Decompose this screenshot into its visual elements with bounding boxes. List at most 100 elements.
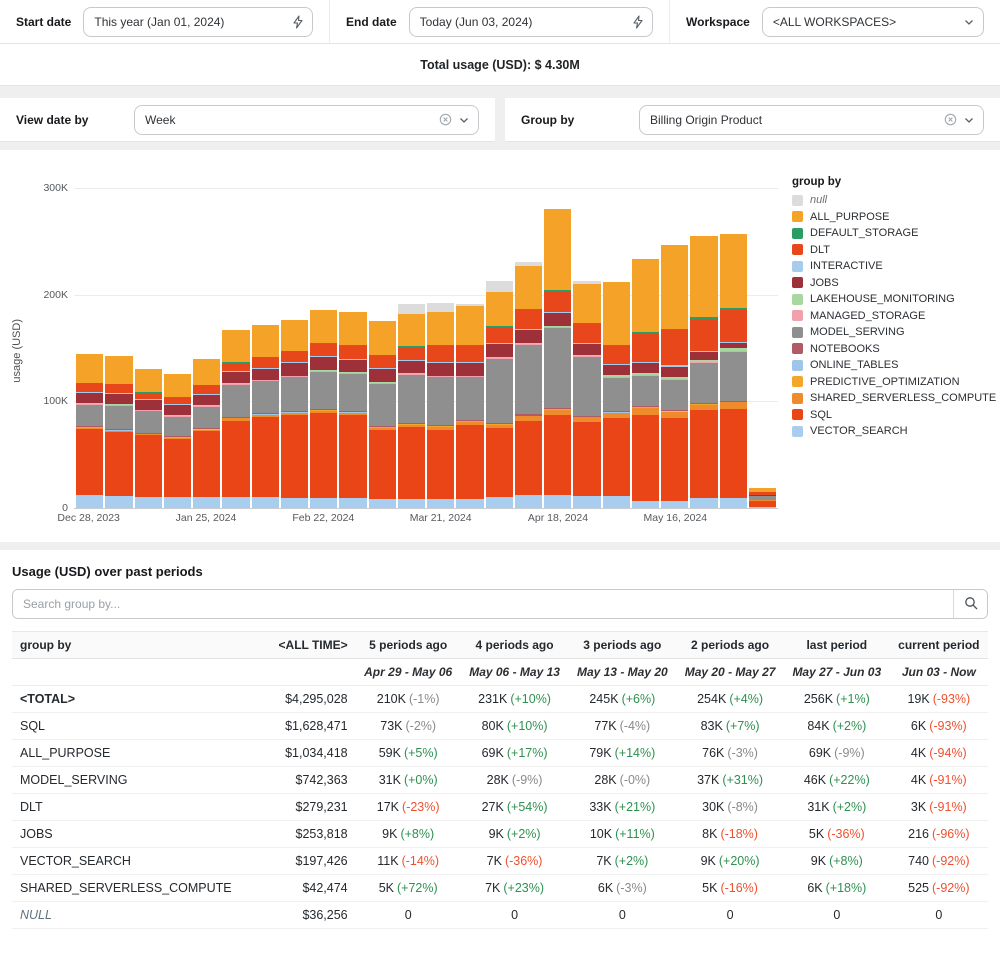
period-value: 76K (-3%) bbox=[676, 739, 784, 767]
bar-segment bbox=[193, 497, 221, 508]
table-row[interactable]: <TOTAL> $4,295,028 210K (-1%) 231K (+10%) 245K… bbox=[12, 685, 988, 713]
usage-table-head: group by <ALL TIME> 5 periods ago 4 periods… bbox=[12, 631, 988, 686]
stacked-bar[interactable] bbox=[485, 281, 513, 508]
legend-item[interactable]: ONLINE_TABLES bbox=[792, 359, 988, 371]
stacked-bar[interactable] bbox=[690, 236, 718, 508]
bar-segment bbox=[573, 281, 601, 285]
bar-segment bbox=[280, 413, 308, 416]
start-date-input[interactable]: This year (Jan 01, 2024) bbox=[83, 6, 313, 37]
legend-item[interactable]: MANAGED_STORAGE bbox=[792, 310, 988, 322]
stacked-bar[interactable] bbox=[251, 324, 279, 508]
bar-segment bbox=[397, 359, 425, 361]
workspace-select[interactable]: <ALL WORKSPACES> bbox=[761, 6, 984, 37]
stacked-bar[interactable] bbox=[573, 281, 601, 508]
search-button[interactable] bbox=[953, 590, 987, 618]
table-row[interactable]: JOBS $253,818 9K (+8%) 9K (+2%) 10K (+11%) 8K (-1… bbox=[12, 820, 988, 848]
stacked-bar[interactable] bbox=[631, 258, 659, 508]
bar-segment bbox=[134, 433, 162, 435]
bar-segment bbox=[456, 361, 484, 363]
stacked-bar[interactable] bbox=[427, 302, 455, 508]
stacked-bar[interactable] bbox=[193, 359, 221, 508]
legend-item[interactable]: MODEL_SERVING bbox=[792, 326, 988, 338]
legend-item[interactable]: VECTOR_SEARCH bbox=[792, 425, 988, 437]
stacked-bar[interactable] bbox=[719, 234, 747, 508]
legend-item[interactable]: NOTEBOOKS bbox=[792, 343, 988, 355]
stacked-bar[interactable] bbox=[310, 309, 338, 508]
total-usage-banner: Total usage (USD): $ 4.30M bbox=[0, 44, 1000, 86]
stacked-bar[interactable] bbox=[514, 262, 542, 508]
legend-swatch bbox=[792, 359, 803, 371]
period-value: 33K (+21%) bbox=[568, 793, 677, 821]
table-row[interactable]: NULL $36,256 0 0 0 0 0 0 bbox=[12, 901, 988, 929]
bar-segment bbox=[397, 373, 425, 376]
bar-segment bbox=[222, 383, 250, 384]
bar-segment bbox=[748, 487, 776, 493]
end-date-input[interactable]: Today (Jun 03, 2024) bbox=[408, 6, 653, 37]
bar-segment bbox=[602, 346, 630, 365]
bar-segment bbox=[544, 208, 572, 290]
period-value: 254K (+4%) bbox=[676, 685, 784, 713]
legend-item[interactable]: JOBS bbox=[792, 277, 988, 289]
stacked-bar[interactable] bbox=[397, 303, 425, 508]
stacked-bar[interactable] bbox=[222, 330, 250, 508]
stacked-bar[interactable] bbox=[544, 208, 572, 508]
stacked-bar[interactable] bbox=[339, 312, 367, 508]
bar-segment bbox=[690, 498, 718, 508]
bar-segment bbox=[368, 430, 396, 500]
legend-item[interactable]: PREDICTIVE_OPTIMIZATION bbox=[792, 376, 988, 388]
stacked-bar[interactable] bbox=[602, 282, 630, 508]
period-value: 73K (-2%) bbox=[355, 712, 461, 740]
legend-item[interactable]: LAKEHOUSE_MONITORING bbox=[792, 293, 988, 305]
period-value: 17K (-23%) bbox=[355, 793, 461, 821]
period-value: 5K (+72%) bbox=[355, 874, 461, 902]
group-by-select[interactable]: Billing Origin Product bbox=[639, 104, 984, 135]
stacked-bar[interactable] bbox=[456, 303, 484, 508]
bar-segment bbox=[690, 236, 718, 318]
stacked-bar[interactable] bbox=[76, 353, 104, 508]
legend-item[interactable]: ALL_PURPOSE bbox=[792, 211, 988, 223]
bar-segment bbox=[514, 345, 542, 415]
bar-segment bbox=[573, 355, 601, 357]
legend-item[interactable]: SHARED_SERVERLESS_COMPUTE bbox=[792, 392, 996, 404]
stacked-bar[interactable] bbox=[748, 487, 776, 508]
stacked-bar[interactable] bbox=[105, 355, 133, 508]
bar-segment bbox=[397, 360, 425, 374]
stacked-bar[interactable] bbox=[163, 374, 191, 508]
table-row[interactable]: SQL $1,628,471 73K (-2%) 80K (+10%) 77K (-4%) 83… bbox=[12, 712, 988, 740]
bar-segment bbox=[105, 383, 133, 385]
bar-segment bbox=[397, 499, 425, 508]
period-value: 3K (-91%) bbox=[889, 793, 988, 821]
bar-segment bbox=[573, 323, 601, 344]
view-date-by-value: Week bbox=[145, 112, 176, 127]
legend-item[interactable]: SQL bbox=[792, 409, 988, 421]
legend-item[interactable]: null bbox=[792, 194, 988, 206]
stacked-bar[interactable] bbox=[661, 244, 689, 508]
table-row[interactable]: VECTOR_SEARCH $197,426 11K (-14%) 7K (-36%) 7K… bbox=[12, 847, 988, 875]
bar-segment bbox=[251, 368, 279, 370]
y-tick: 200K bbox=[43, 288, 68, 301]
clear-icon[interactable] bbox=[944, 113, 957, 126]
legend-item[interactable]: DEFAULT_STORAGE bbox=[792, 227, 988, 239]
legend-item[interactable]: DLT bbox=[792, 244, 988, 256]
table-row[interactable]: MODEL_SERVING $742,363 31K (+0%) 28K (-9%) 28K… bbox=[12, 766, 988, 794]
legend-item[interactable]: INTERACTIVE bbox=[792, 260, 988, 272]
table-row[interactable]: DLT $279,231 17K (-23%) 27K (+54%) 33K (+21%) 30… bbox=[12, 793, 988, 821]
legend-swatch bbox=[792, 227, 803, 239]
period-value: 77K (-4%) bbox=[568, 712, 677, 740]
table-row[interactable]: ALL_PURPOSE $1,034,418 59K (+5%) 69K (+17%) 79… bbox=[12, 739, 988, 767]
stacked-bar[interactable] bbox=[134, 368, 162, 508]
bar-segment bbox=[456, 424, 484, 500]
bar-segment bbox=[719, 400, 747, 402]
bar-segment bbox=[251, 417, 279, 498]
bar-segment bbox=[368, 426, 396, 428]
view-date-by-select[interactable]: Week bbox=[134, 104, 479, 135]
clear-icon[interactable] bbox=[439, 113, 452, 126]
stacked-bar[interactable] bbox=[280, 319, 308, 508]
table-row[interactable]: SHARED_SERVERLESS_COMPUTE $42,474 5K (+72%)… bbox=[12, 874, 988, 902]
bar-segment bbox=[661, 412, 689, 419]
bar-segment bbox=[105, 430, 133, 432]
bar-segment bbox=[280, 411, 308, 413]
search-input[interactable] bbox=[13, 590, 953, 618]
stacked-bar[interactable] bbox=[368, 320, 396, 508]
legend-label: DLT bbox=[810, 243, 830, 256]
